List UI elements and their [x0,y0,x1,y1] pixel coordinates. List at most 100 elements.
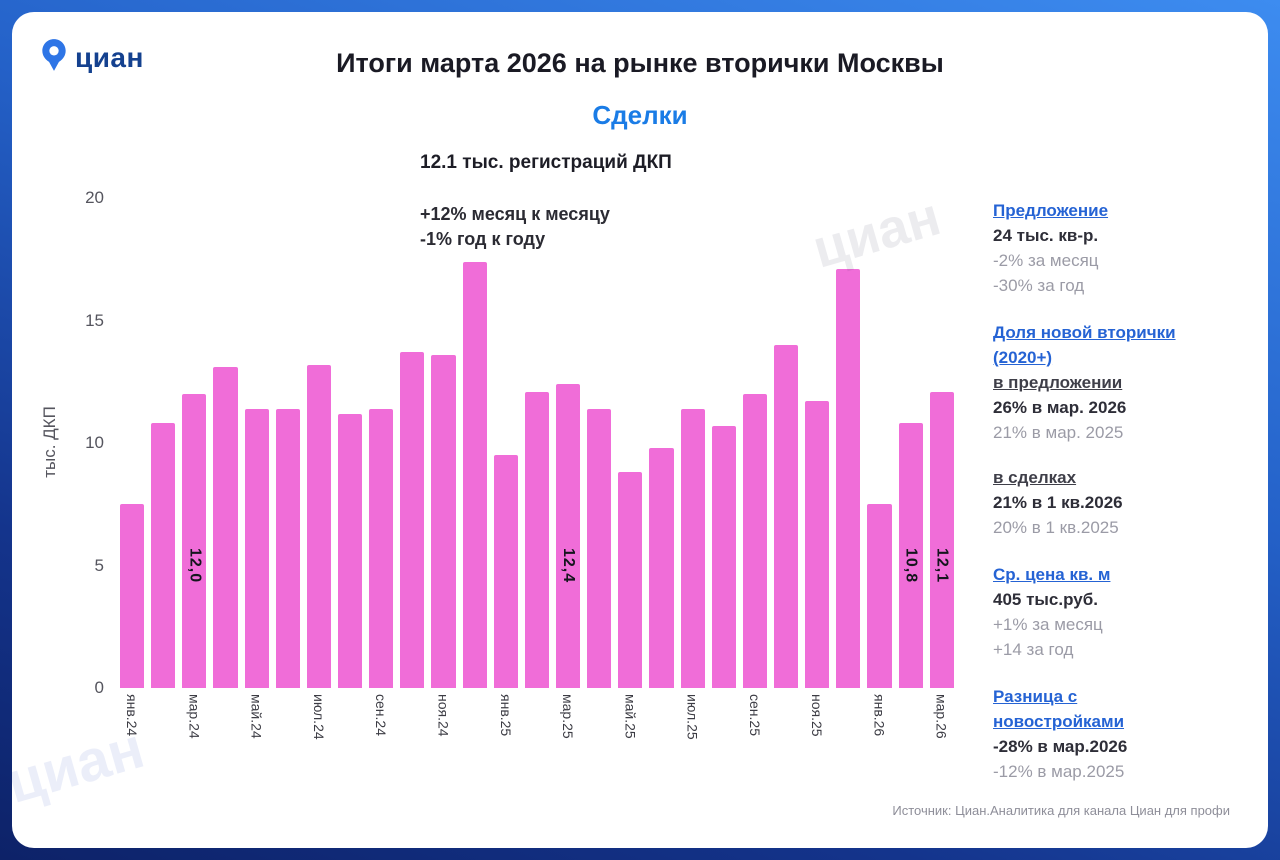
y-tick-label: 5 [94,555,104,575]
stat-prev: 21% в мар. 2025 [993,423,1124,442]
bar-окт.25 [773,345,799,688]
x-tick-июл.25: июл.25 [681,694,705,740]
chart-annotation: 12.1 тыс. регистраций ДКП +12% месяц к м… [420,152,672,252]
bar-фев.26: 10,8 [898,423,923,688]
x-tick-фев.26 [899,694,923,740]
x-tick-ноя.24: ноя.24 [431,694,455,740]
bar-дек.24 [462,261,487,688]
x-tick-label: янв.25 [497,694,514,737]
bar-фев.24 [151,423,176,688]
x-tick-фев.25 [525,694,549,740]
bar-янв.26 [867,504,892,688]
chart-title: Сделки [592,100,688,130]
x-tick-авг.25 [712,694,736,740]
bar-янв.24 [120,504,145,688]
stat-subheading: в предложении [993,373,1123,392]
logo-text: циан [75,41,144,73]
stat-value: 24 тыс. кв-р. [993,226,1099,245]
bar-окт.24 [400,352,425,688]
bar-мар.25: 12,4 [555,384,581,688]
bar-апр.24 [213,367,238,688]
y-tick-label: 15 [85,310,104,330]
stat-yoy: +14 за год [993,640,1074,659]
x-tick-сен.25: сен.25 [743,694,767,740]
x-tick-label: янв.24 [124,694,141,737]
bar-сен.24 [369,408,394,688]
x-tick-label: июл.25 [684,694,701,740]
x-tick-дек.24 [463,694,487,740]
annotation-yoy: -1% год к году [420,229,546,249]
x-tick-label: сен.24 [373,694,390,736]
bar-фев.25 [524,391,549,688]
stat-mom: -2% за месяц [993,251,1099,270]
stat-avg-price: Ср. цена кв. м 405 тыс.руб. +1% за месяц… [993,562,1185,662]
bar-ноя.24 [431,354,456,688]
stat-prev: -12% в мар.2025 [993,762,1125,781]
bar-value-label: 12,1 [933,547,951,583]
stat-heading: Доля новой вторички (2020+) [993,323,1176,367]
x-tick-окт.25 [774,694,798,740]
stat-value: 26% в мар. 2026 [993,398,1127,417]
x-tick-мар.26: мар.26 [930,694,954,740]
x-tick-апр.25 [587,694,611,740]
x-tick-фев.24 [151,694,175,740]
y-tick-label: 20 [85,188,104,207]
x-tick-label: мар.25 [560,694,577,739]
x-tick-label: янв.26 [871,694,888,737]
bar-июн.24 [275,408,300,688]
x-tick-дек.25 [836,694,860,740]
x-tick-янв.25: янв.25 [494,694,518,740]
x-tick-мар.24: мар.24 [182,694,206,740]
x-tick-янв.24: янв.24 [120,694,144,740]
x-tick-мар.25: мар.25 [556,694,580,740]
x-tick-label: май.25 [622,694,639,739]
bar-июл.24 [306,364,331,688]
bars-row: 12,0 12,4 10,8 12,1 [120,198,954,688]
x-tick-label: ноя.24 [435,694,452,737]
chart-plot: 12,0 12,4 10,8 12,1 [120,198,954,688]
x-tick-июн.25 [649,694,673,740]
x-tick-май.24: май.24 [245,694,269,740]
x-tick-авг.24 [338,694,362,740]
x-axis: янв.24 мар.24 май.24 июл.24 сен.24 ноя.24 янв.… [120,694,954,740]
bar-май.24 [244,408,269,688]
infographic-card: циан Итоги марта 2026 на рынке вторички … [12,12,1268,848]
x-tick-апр.24 [213,694,237,740]
stat-yoy: -30% за год [993,276,1085,295]
bar-сен.25 [742,394,767,688]
x-tick-май.25: май.25 [618,694,642,740]
stat-diff-newbuild: Разница с новостройками -28% в мар.2026 … [993,684,1185,784]
stat-mom: +1% за месяц [993,615,1103,634]
annotation-headline: 12.1 тыс. регистраций ДКП [420,152,672,173]
bar-апр.25 [587,408,612,688]
x-tick-label: июл.24 [310,694,327,740]
bar-value-label: 12,0 [186,547,204,583]
x-tick-сен.24: сен.24 [369,694,393,740]
bar-авг.24 [337,413,363,688]
bar-янв.25 [493,455,518,688]
y-axis: 0 5 10 15 20 [56,188,104,697]
x-tick-label: мар.26 [933,694,950,739]
bar-ноя.25 [805,401,830,688]
bar-value-label: 12,4 [560,547,578,583]
stat-new-secondary: Доля новой вторички (2020+) в предложени… [993,320,1185,540]
y-tick-label: 0 [94,678,104,697]
bar-авг.25 [711,425,736,688]
stats-panel: Предложение 24 тыс. кв-р. -2% за месяц -… [993,198,1185,806]
stat-subheading: в сделках [993,468,1077,487]
y-tick-label: 10 [85,433,104,452]
x-tick-label: мар.24 [186,694,203,739]
x-tick-окт.24 [400,694,424,740]
map-pin-icon [40,38,68,77]
stat-in-deals: в сделках 21% в 1 кв.2026 20% в 1 кв.202… [993,465,1185,540]
x-tick-янв.26: янв.26 [867,694,891,740]
bar-май.25 [618,472,643,688]
bar-мар.26: 12,1 [929,391,954,688]
x-tick-ноя.25: ноя.25 [805,694,829,740]
stat-value: 405 тыс.руб. [993,590,1098,609]
bar-дек.25 [836,269,861,688]
stat-prev: 20% в 1 кв.2025 [993,518,1119,537]
stat-heading: Разница с новостройками [993,687,1125,731]
page-title: Итоги марта 2026 на рынке вторички Москв… [336,48,944,78]
stat-supply: Предложение 24 тыс. кв-р. -2% за месяц -… [993,198,1185,298]
